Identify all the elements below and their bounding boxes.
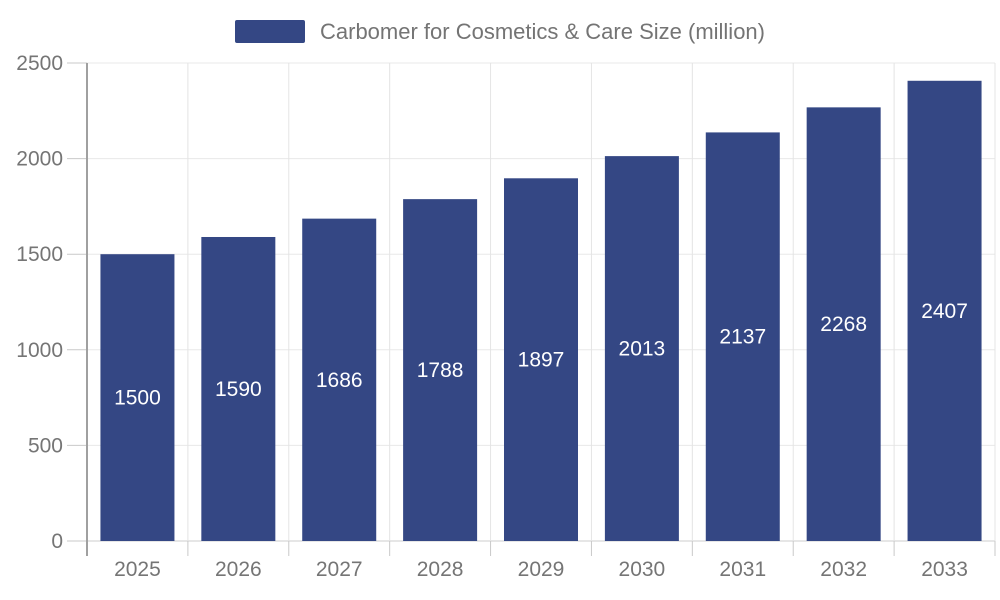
bar-value-label: 2407 — [921, 300, 968, 323]
y-axis-tick-label: 1500 — [16, 243, 63, 266]
chart-legend[interactable]: Carbomer for Cosmetics & Care Size (mill… — [0, 20, 1000, 43]
bar-value-label: 2137 — [719, 326, 766, 349]
x-axis-tick-label: 2026 — [215, 558, 262, 581]
legend-swatch — [235, 20, 305, 43]
bar-2030[interactable] — [604, 156, 679, 542]
y-axis-tick-label: 2500 — [16, 52, 63, 75]
bar-value-label: 1788 — [417, 359, 464, 382]
x-axis-tick-label: 2031 — [719, 558, 766, 581]
x-axis-tick-label: 2030 — [619, 558, 666, 581]
bar-value-label: 1500 — [114, 387, 161, 410]
bar-2033[interactable] — [907, 80, 982, 541]
x-axis-tick-label: 2025 — [114, 558, 161, 581]
bar-2028[interactable] — [403, 199, 478, 541]
legend-label: Carbomer for Cosmetics & Care Size (mill… — [320, 18, 765, 44]
bar-value-label: 1897 — [518, 349, 565, 372]
bar-2031[interactable] — [705, 132, 780, 542]
bar-2025[interactable] — [100, 254, 175, 541]
x-axis-tick-label: 2032 — [820, 558, 867, 581]
x-axis-tick-label: 2028 — [417, 558, 464, 581]
y-axis-tick-label: 2000 — [16, 148, 63, 171]
y-axis-tick-label: 0 — [51, 530, 63, 553]
bar-value-label: 2013 — [619, 338, 666, 361]
bar-value-label: 1590 — [215, 378, 262, 401]
bar-2029[interactable] — [504, 178, 578, 542]
x-axis-tick-label: 2033 — [921, 558, 968, 581]
x-axis-tick-label: 2029 — [518, 558, 565, 581]
x-axis-tick-label: 2027 — [316, 558, 363, 581]
y-axis-tick-label: 1000 — [16, 339, 63, 362]
bar-2027[interactable] — [302, 218, 377, 542]
bar-2026[interactable] — [201, 236, 276, 541]
bar-2032[interactable] — [806, 107, 881, 541]
y-axis-tick-label: 500 — [28, 434, 63, 457]
bar-value-label: 2268 — [820, 313, 867, 336]
bar-value-label: 1686 — [316, 369, 363, 392]
